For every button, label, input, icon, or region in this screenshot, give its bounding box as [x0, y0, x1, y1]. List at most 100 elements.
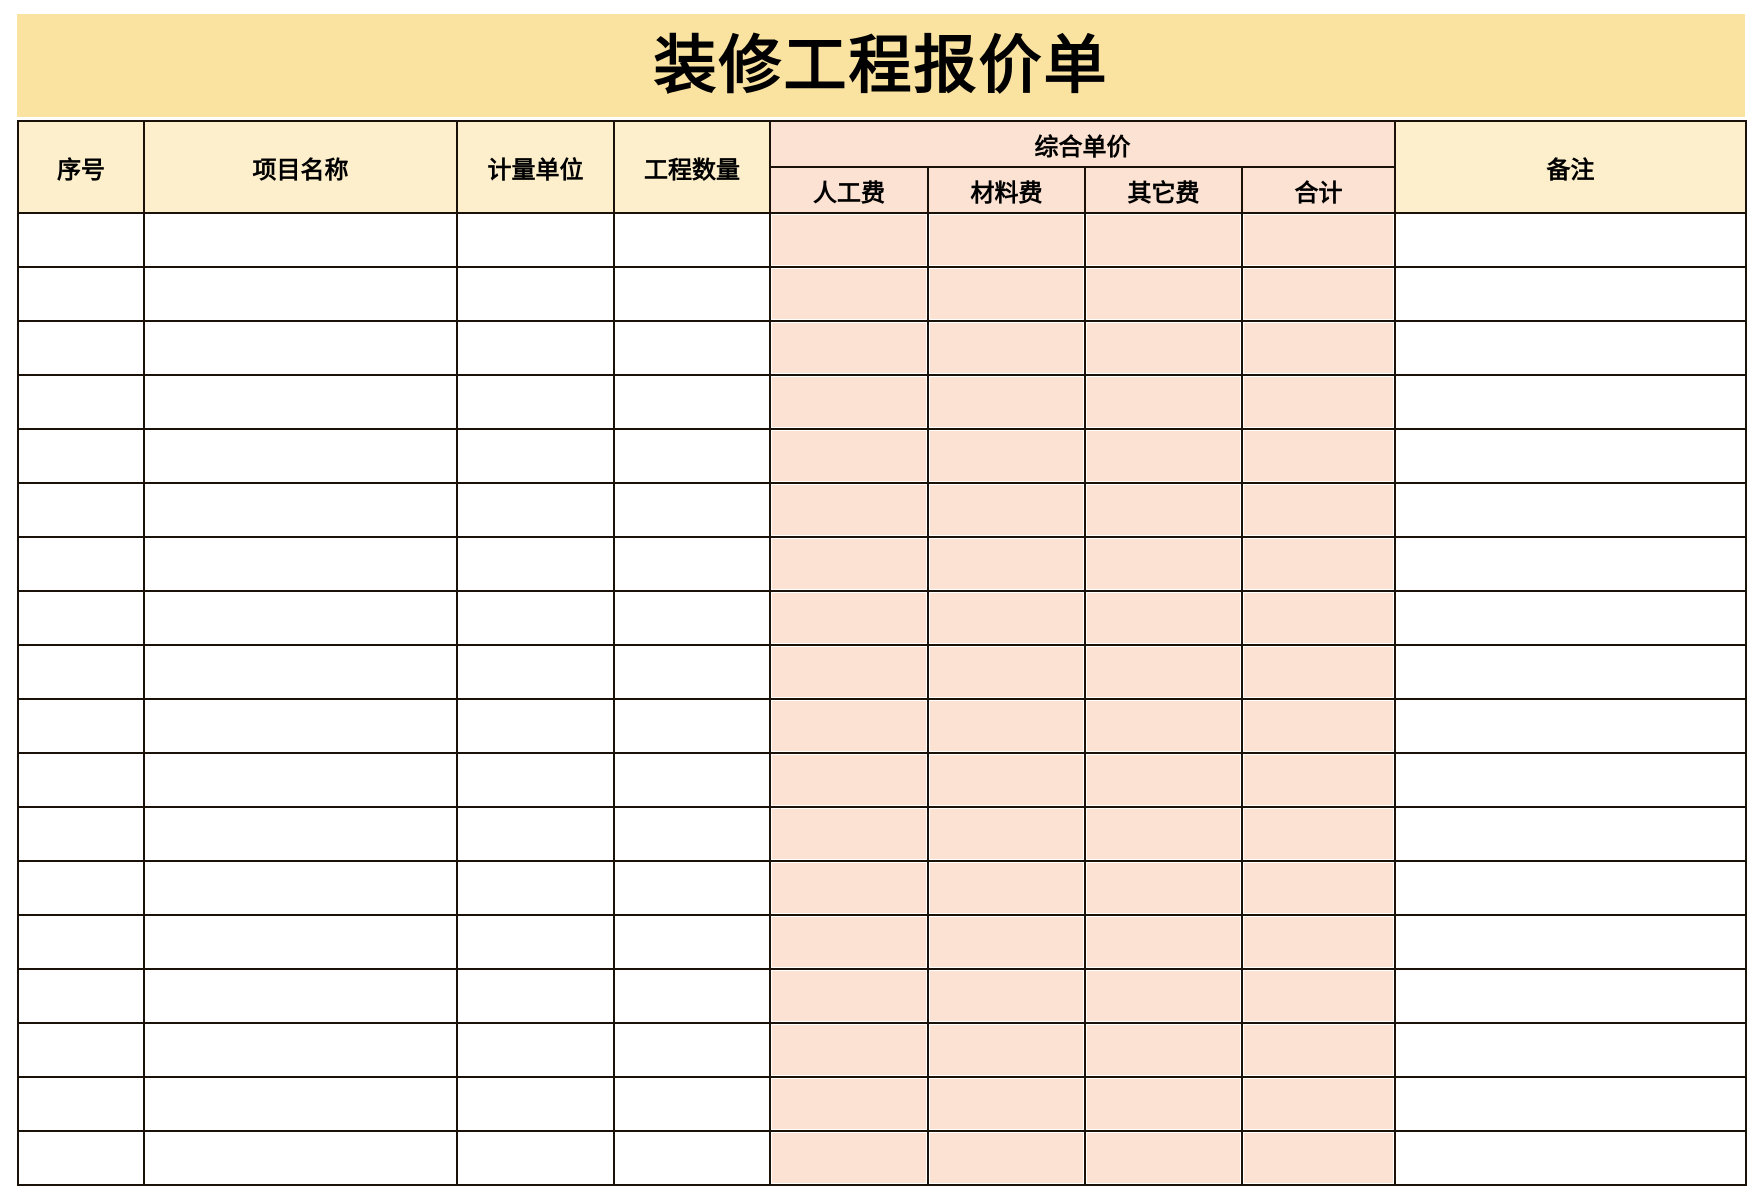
cell-remark[interactable]: [1394, 590, 1747, 646]
cell-item_name[interactable]: [143, 428, 458, 484]
cell-total[interactable]: [1241, 1022, 1396, 1078]
cell-total[interactable]: [1241, 644, 1396, 700]
cell-material[interactable]: [927, 644, 1086, 700]
cell-labor[interactable]: [769, 914, 929, 970]
cell-total[interactable]: [1241, 698, 1396, 754]
cell-seq[interactable]: [17, 266, 145, 322]
cell-item_name[interactable]: [143, 536, 458, 592]
cell-unit[interactable]: [456, 1022, 615, 1078]
cell-seq[interactable]: [17, 212, 145, 268]
cell-total[interactable]: [1241, 482, 1396, 538]
cell-unit[interactable]: [456, 644, 615, 700]
cell-other[interactable]: [1084, 860, 1243, 916]
cell-material[interactable]: [927, 1076, 1086, 1132]
cell-other[interactable]: [1084, 374, 1243, 430]
cell-other[interactable]: [1084, 644, 1243, 700]
cell-remark[interactable]: [1394, 428, 1747, 484]
cell-labor[interactable]: [769, 212, 929, 268]
cell-material[interactable]: [927, 590, 1086, 646]
cell-unit[interactable]: [456, 590, 615, 646]
cell-remark[interactable]: [1394, 266, 1747, 322]
cell-quantity[interactable]: [613, 644, 771, 700]
cell-remark[interactable]: [1394, 320, 1747, 376]
cell-item_name[interactable]: [143, 266, 458, 322]
cell-labor[interactable]: [769, 1076, 929, 1132]
cell-total[interactable]: [1241, 1130, 1396, 1186]
cell-seq[interactable]: [17, 644, 145, 700]
cell-other[interactable]: [1084, 266, 1243, 322]
cell-total[interactable]: [1241, 590, 1396, 646]
cell-item_name[interactable]: [143, 374, 458, 430]
cell-labor[interactable]: [769, 644, 929, 700]
cell-remark[interactable]: [1394, 212, 1747, 268]
cell-seq[interactable]: [17, 860, 145, 916]
cell-item_name[interactable]: [143, 968, 458, 1024]
cell-material[interactable]: [927, 212, 1086, 268]
cell-other[interactable]: [1084, 1022, 1243, 1078]
cell-item_name[interactable]: [143, 644, 458, 700]
cell-seq[interactable]: [17, 968, 145, 1024]
cell-labor[interactable]: [769, 860, 929, 916]
cell-total[interactable]: [1241, 320, 1396, 376]
cell-other[interactable]: [1084, 1130, 1243, 1186]
cell-item_name[interactable]: [143, 1022, 458, 1078]
cell-total[interactable]: [1241, 428, 1396, 484]
cell-material[interactable]: [927, 1130, 1086, 1186]
cell-other[interactable]: [1084, 536, 1243, 592]
cell-item_name[interactable]: [143, 806, 458, 862]
cell-other[interactable]: [1084, 806, 1243, 862]
cell-seq[interactable]: [17, 1022, 145, 1078]
cell-remark[interactable]: [1394, 644, 1747, 700]
cell-seq[interactable]: [17, 590, 145, 646]
cell-seq[interactable]: [17, 698, 145, 754]
cell-remark[interactable]: [1394, 914, 1747, 970]
cell-material[interactable]: [927, 806, 1086, 862]
cell-labor[interactable]: [769, 1130, 929, 1186]
cell-labor[interactable]: [769, 320, 929, 376]
cell-material[interactable]: [927, 698, 1086, 754]
cell-labor[interactable]: [769, 1022, 929, 1078]
cell-unit[interactable]: [456, 536, 615, 592]
cell-material[interactable]: [927, 860, 1086, 916]
cell-other[interactable]: [1084, 482, 1243, 538]
cell-remark[interactable]: [1394, 968, 1747, 1024]
cell-quantity[interactable]: [613, 212, 771, 268]
cell-seq[interactable]: [17, 482, 145, 538]
cell-unit[interactable]: [456, 266, 615, 322]
cell-unit[interactable]: [456, 320, 615, 376]
cell-item_name[interactable]: [143, 860, 458, 916]
cell-total[interactable]: [1241, 374, 1396, 430]
cell-seq[interactable]: [17, 374, 145, 430]
cell-quantity[interactable]: [613, 968, 771, 1024]
cell-material[interactable]: [927, 428, 1086, 484]
cell-quantity[interactable]: [613, 914, 771, 970]
cell-unit[interactable]: [456, 860, 615, 916]
cell-unit[interactable]: [456, 806, 615, 862]
cell-quantity[interactable]: [613, 1022, 771, 1078]
cell-total[interactable]: [1241, 536, 1396, 592]
cell-unit[interactable]: [456, 482, 615, 538]
cell-total[interactable]: [1241, 914, 1396, 970]
cell-labor[interactable]: [769, 752, 929, 808]
cell-remark[interactable]: [1394, 860, 1747, 916]
cell-quantity[interactable]: [613, 1130, 771, 1186]
cell-seq[interactable]: [17, 536, 145, 592]
cell-quantity[interactable]: [613, 266, 771, 322]
cell-remark[interactable]: [1394, 1130, 1747, 1186]
cell-remark[interactable]: [1394, 698, 1747, 754]
cell-remark[interactable]: [1394, 536, 1747, 592]
cell-remark[interactable]: [1394, 752, 1747, 808]
cell-seq[interactable]: [17, 806, 145, 862]
cell-labor[interactable]: [769, 374, 929, 430]
cell-item_name[interactable]: [143, 1076, 458, 1132]
cell-other[interactable]: [1084, 428, 1243, 484]
cell-unit[interactable]: [456, 914, 615, 970]
cell-item_name[interactable]: [143, 482, 458, 538]
cell-remark[interactable]: [1394, 482, 1747, 538]
cell-item_name[interactable]: [143, 698, 458, 754]
cell-other[interactable]: [1084, 752, 1243, 808]
cell-item_name[interactable]: [143, 752, 458, 808]
cell-labor[interactable]: [769, 968, 929, 1024]
cell-unit[interactable]: [456, 374, 615, 430]
cell-other[interactable]: [1084, 968, 1243, 1024]
